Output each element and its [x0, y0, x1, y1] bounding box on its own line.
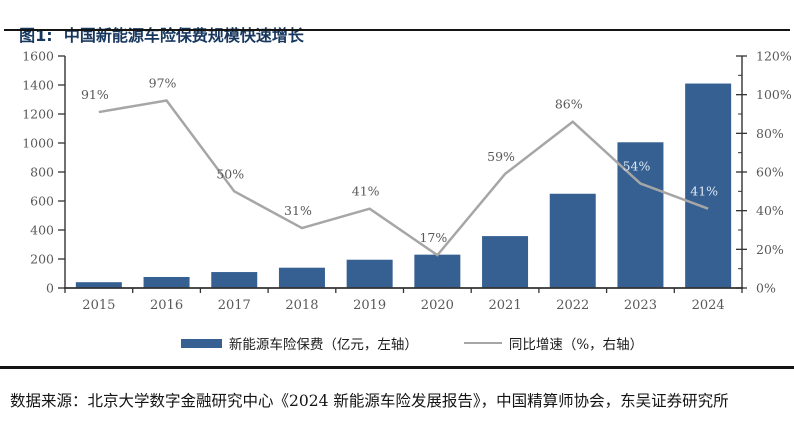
y-axis-left-tick-label: 1200 — [22, 107, 54, 122]
growth-data-label: 91% — [81, 87, 109, 102]
x-axis-label: 2015 — [82, 298, 115, 313]
growth-data-label: 97% — [149, 75, 177, 90]
bar-2018 — [278, 267, 325, 288]
bar-2020 — [414, 254, 461, 288]
x-axis-label: 2019 — [353, 298, 386, 313]
bottom-rule — [0, 366, 794, 369]
bar-2021 — [482, 236, 529, 288]
chart-legend: 新能源车险保费（亿元，左轴） 同比增速（%，右轴） — [0, 333, 794, 353]
x-axis-label: 2020 — [421, 298, 454, 313]
legend-bar-swatch — [180, 338, 222, 348]
y-axis-left-tick-label: 400 — [30, 223, 54, 238]
bar-2016 — [143, 276, 190, 288]
bar-2023 — [617, 142, 664, 288]
y-axis-right-tick-label: 100% — [756, 87, 792, 102]
growth-data-label: 86% — [555, 97, 583, 112]
growth-data-label: 17% — [419, 230, 447, 245]
growth-data-label: 59% — [487, 149, 515, 164]
growth-data-label: 54% — [623, 159, 651, 174]
x-axis-label: 2021 — [489, 298, 522, 313]
y-axis-left-tick-label: 1600 — [22, 49, 54, 64]
x-axis-label: 2023 — [624, 298, 657, 313]
growth-line — [98, 99, 709, 257]
x-axis-label: 2018 — [285, 298, 318, 313]
x-axis-label: 2024 — [692, 298, 725, 313]
title-rule — [4, 29, 790, 31]
y-axis-left-tick-label: 1400 — [22, 78, 54, 93]
y-axis-right-tick-label: 120% — [756, 49, 792, 64]
bar-2022 — [549, 193, 596, 288]
x-axis-label: 2017 — [218, 298, 251, 313]
combo-chart: 0 200 400 600 800 1000 1200 1400 1600 0% 20% 40% 60%… — [22, 49, 792, 314]
x-axis-label: 2022 — [556, 298, 589, 313]
y-axis-right-tick-label: 20% — [756, 242, 784, 257]
bar-2017 — [211, 272, 258, 288]
bar-2015 — [75, 282, 122, 288]
source-note: 数据来源：北京大学数字金融研究中心《2024 新能源车险发展报告》，中国精算师协… — [10, 391, 729, 410]
legend-item-growth: 同比增速（%，右轴） — [463, 333, 644, 353]
x-axis-label: 2016 — [150, 298, 183, 313]
legend-line-swatch — [463, 341, 502, 345]
bar-2024 — [685, 83, 732, 288]
y-axis-right-tick-label: 60% — [756, 165, 784, 180]
bar-2019 — [346, 259, 393, 288]
legend-line-label: 同比增速（%，右轴） — [508, 337, 644, 353]
y-axis-right-tick-label: 0% — [756, 281, 776, 296]
legend-bar-label: 新能源车险保费（亿元，左轴） — [228, 337, 418, 353]
growth-data-label: 50% — [216, 166, 244, 181]
y-axis-left-tick-label: 200 — [30, 252, 54, 267]
y-axis-left-tick-label: 1000 — [22, 136, 54, 151]
growth-data-label: 31% — [284, 203, 312, 218]
legend-item-premium: 新能源车险保费（亿元，左轴） — [180, 333, 418, 353]
y-axis-left-tick-label: 600 — [30, 194, 54, 209]
growth-data-label: 41% — [690, 184, 718, 199]
y-axis-left-tick-label: 800 — [30, 165, 54, 180]
y-axis-right-tick-label: 40% — [756, 203, 784, 218]
y-axis-right-tick-label: 80% — [756, 126, 784, 141]
growth-data-label: 41% — [352, 184, 380, 199]
y-axis-left-tick-label: 0 — [46, 281, 54, 296]
